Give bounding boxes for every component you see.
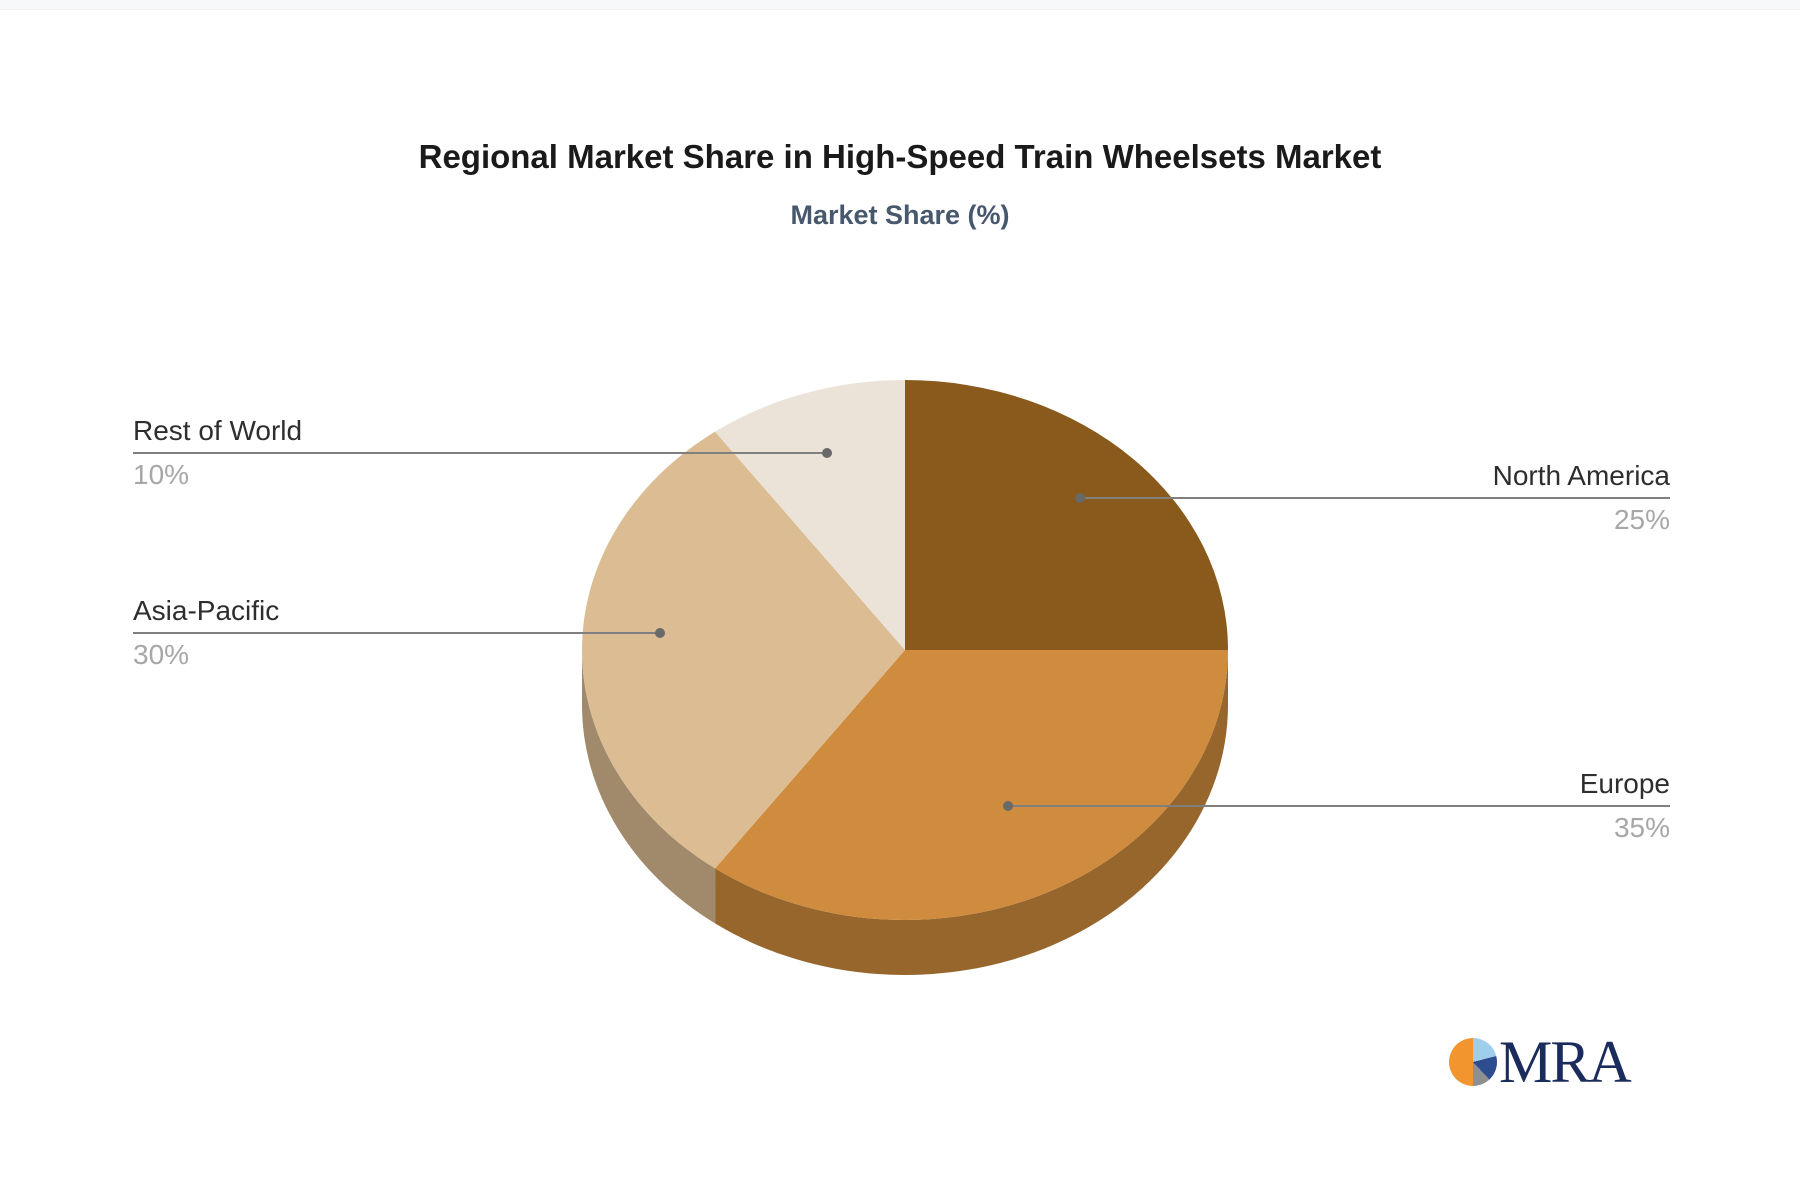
pie-slice-asia-pacific[interactable] (582, 431, 905, 869)
percent-north-america: 25% (1613, 504, 1670, 535)
leader-dot-north-america (1075, 493, 1085, 503)
pie-rim-asia-pacific (582, 650, 716, 924)
chart-subtitle: Market Share (%) (790, 200, 1010, 230)
percent-asia-pacific: 30% (133, 639, 190, 670)
percent-europe: 35% (1613, 812, 1670, 843)
pie-slice-rest-of-world[interactable] (715, 380, 905, 650)
label-asia-pacific: Asia-Pacific (133, 595, 280, 626)
mra-logo: MRA (1449, 1029, 1632, 1095)
label-rest-of-world: Rest of World (133, 415, 303, 446)
label-north-america: North America (1492, 460, 1670, 491)
leader-dot-europe (1003, 801, 1013, 811)
mra-logo-pie-icon (1449, 1038, 1497, 1086)
label-europe: Europe (1579, 768, 1670, 799)
mra-logo-text: MRA (1499, 1029, 1632, 1095)
chart-title: Regional Market Share in High-Speed Trai… (418, 138, 1382, 175)
pie-slice-north-america[interactable] (905, 380, 1228, 650)
pie-slice-europe[interactable] (715, 650, 1228, 920)
leader-dot-rest-of-world (822, 448, 832, 458)
leader-dot-asia-pacific (655, 628, 665, 638)
percent-rest-of-world: 10% (133, 459, 190, 490)
window-edge (0, 0, 1800, 10)
pie-rim-europe (715, 650, 1228, 975)
